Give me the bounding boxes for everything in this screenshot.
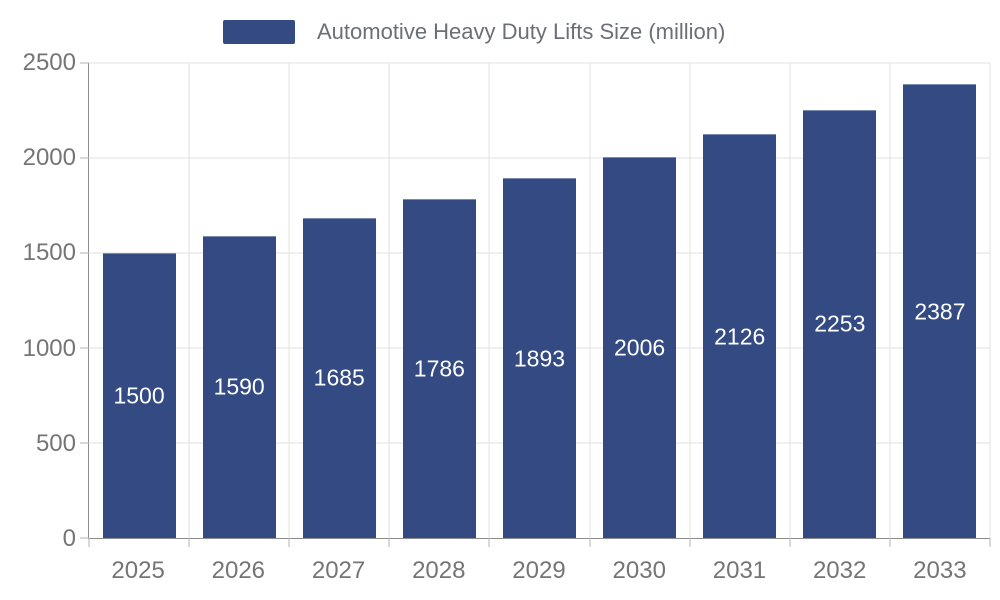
gridline-vertical: [288, 63, 290, 538]
bar-value-label: 1786: [413, 355, 465, 382]
bar-band: 1893: [489, 63, 589, 538]
y-tick: [80, 537, 89, 539]
x-axis-label: 2033: [913, 557, 967, 584]
plot-area: 1500 1590 1685 1786 1893 2006 2126 2253 2387: [80, 62, 991, 547]
gridline-vertical: [388, 63, 390, 538]
y-axis: 0 500 1000 1500 2000 2500: [0, 51, 76, 551]
x-tick: [989, 538, 991, 547]
bar-value-label: 1500: [113, 382, 165, 409]
y-tick: [80, 347, 89, 349]
x-axis-label: 2032: [812, 557, 867, 584]
y-tick: [80, 62, 89, 64]
gridline-vertical: [589, 63, 591, 538]
bar-band: 1500: [89, 63, 189, 538]
y-axis-label: 1000: [22, 334, 76, 362]
bar-value-label: 1685: [313, 364, 365, 391]
bar[interactable]: 1786: [402, 198, 476, 538]
bar-value-label: 2387: [914, 298, 966, 325]
legend-swatch: [223, 20, 295, 44]
bar[interactable]: 1893: [502, 178, 576, 538]
bar-band: 2006: [590, 63, 690, 538]
bar[interactable]: 2006: [603, 156, 677, 538]
x-axis: 2025 2026 2027 2028 2029 2030 2031 2032 2033: [88, 557, 990, 589]
y-tick: [80, 157, 89, 159]
x-axis-label: 2025: [111, 557, 165, 584]
x-axis-label: 2026: [211, 557, 266, 584]
gridline-horizontal: [89, 62, 990, 64]
gridline-vertical: [989, 63, 991, 538]
x-tick: [889, 538, 891, 547]
gridline-vertical: [488, 63, 490, 538]
x-tick: [288, 538, 290, 547]
x-axis-label: 2028: [412, 557, 466, 584]
bar[interactable]: 2126: [703, 134, 777, 538]
y-axis-label: 500: [35, 429, 76, 457]
legend-label: Automotive Heavy Duty Lifts Size (millio…: [317, 19, 726, 44]
bar-value-label: 1893: [513, 345, 566, 372]
bar[interactable]: 2253: [803, 109, 877, 538]
x-tick: [689, 538, 691, 547]
x-tick: [388, 538, 390, 547]
bar[interactable]: 1500: [102, 253, 176, 538]
bar[interactable]: 1685: [302, 217, 376, 538]
bar-band: 2253: [790, 63, 890, 538]
gridline-horizontal: [89, 157, 990, 159]
y-axis-label: 2500: [22, 49, 76, 76]
y-axis-label: 0: [62, 525, 76, 552]
x-axis-label: 2029: [512, 557, 566, 584]
x-tick: [88, 538, 90, 547]
bar-value-label: 2126: [714, 323, 766, 350]
bar[interactable]: 2387: [903, 84, 977, 538]
bar-value-label: 2253: [814, 310, 866, 337]
x-tick: [488, 538, 490, 547]
bar-band: 2387: [890, 63, 990, 538]
gridline-vertical: [789, 63, 791, 538]
x-axis-label: 2031: [712, 557, 767, 584]
x-axis-label: 2030: [612, 557, 666, 584]
x-tick: [789, 538, 791, 547]
bar[interactable]: 1590: [202, 235, 276, 538]
x-tick: [589, 538, 591, 547]
bar-value-label: 1590: [213, 373, 265, 400]
y-tick: [80, 252, 89, 254]
y-axis-label: 2000: [22, 144, 76, 172]
x-tick: [188, 538, 190, 547]
gridline-vertical: [889, 63, 891, 538]
bar-band: 1590: [189, 63, 289, 538]
y-tick: [80, 442, 89, 444]
y-axis-label: 1500: [22, 239, 76, 267]
bar-band: 1685: [289, 63, 389, 538]
bar-band: 1786: [389, 63, 489, 538]
gridline-vertical: [188, 63, 190, 538]
x-axis-label: 2027: [311, 557, 366, 584]
bar-band: 2126: [690, 63, 790, 538]
bar-value-label: 2006: [614, 334, 666, 361]
legend[interactable]: Automotive Heavy Duty Lifts Size (millio…: [223, 19, 725, 45]
gridline-vertical: [689, 63, 691, 538]
